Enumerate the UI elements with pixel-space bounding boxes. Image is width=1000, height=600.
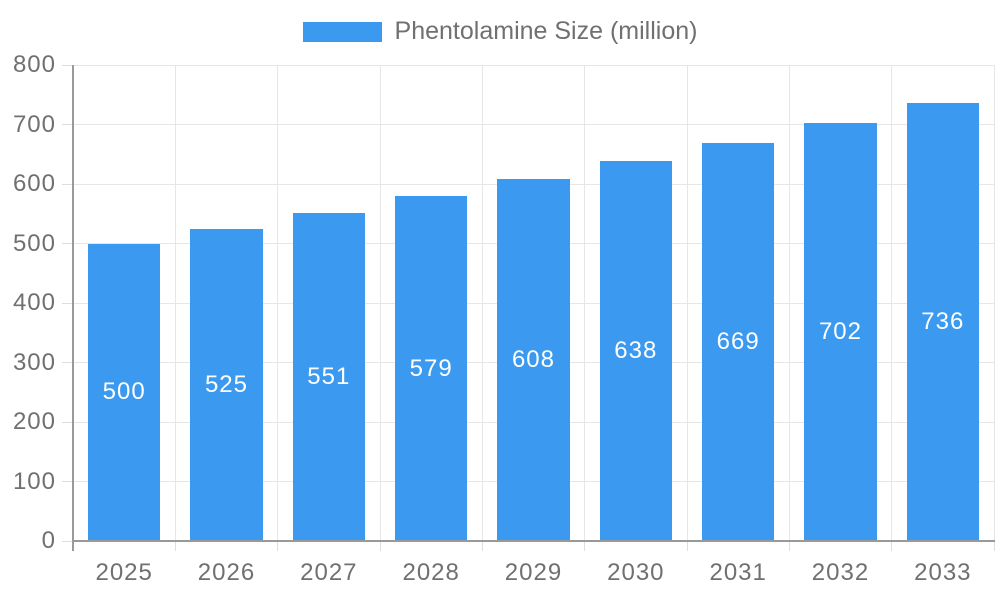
x-axis-tick-label: 2025: [95, 559, 153, 586]
h-gridline: [73, 124, 994, 125]
legend-swatch: [302, 21, 382, 42]
bar[interactable]: [394, 196, 468, 541]
bar[interactable]: [599, 161, 673, 541]
y-axis-tick-label: 700: [12, 110, 56, 138]
v-gridline: [584, 65, 586, 541]
y-axis-tick: [62, 183, 72, 185]
bar-value-label: 702: [818, 318, 862, 346]
bar-value-label: 608: [511, 346, 555, 374]
bar[interactable]: [906, 103, 980, 541]
x-axis-tick-label: 2027: [300, 559, 358, 586]
x-axis-tick: [379, 541, 381, 551]
y-axis-tick-label: 300: [12, 348, 56, 376]
y-axis-tick-label: 500: [12, 229, 56, 257]
x-axis-tick: [174, 541, 176, 551]
bar[interactable]: [701, 142, 775, 541]
y-axis-tick: [62, 540, 72, 542]
x-axis-tick-label: 2032: [811, 559, 870, 586]
y-axis-tick-label: 600: [12, 170, 56, 197]
y-axis-tick-label: 100: [12, 467, 56, 495]
x-axis-tick-label: 2031: [709, 559, 767, 586]
x-axis-tick: [584, 541, 586, 551]
bar[interactable]: [292, 213, 366, 541]
x-axis-tick: [277, 541, 279, 551]
bar-value-label: 736: [921, 308, 965, 336]
x-axis-tick: [788, 541, 790, 551]
v-gridline: [788, 65, 790, 541]
y-axis-line: [71, 65, 74, 551]
bar-value-label: 638: [614, 337, 658, 365]
bar-value-label: 669: [716, 327, 760, 355]
x-axis-tick-label: 2026: [197, 559, 256, 586]
x-axis-tick-label: 2029: [504, 559, 563, 586]
x-axis-tick: [686, 541, 688, 551]
x-axis-tick: [891, 541, 893, 551]
y-axis-tick: [62, 362, 72, 363]
bar[interactable]: [497, 179, 570, 541]
v-gridline: [481, 65, 483, 541]
bar-value-label: 579: [409, 354, 453, 382]
v-gridline: [891, 65, 893, 541]
x-axis-tick-label: 2030: [607, 559, 665, 586]
bar[interactable]: [804, 123, 877, 541]
x-axis-line: [73, 540, 995, 542]
bar-value-label: 551: [307, 363, 351, 391]
y-axis-tick-label: 800: [12, 51, 56, 78]
x-axis-tick-label: 2028: [402, 559, 460, 586]
y-axis-tick: [62, 243, 72, 244]
y-axis-tick: [62, 124, 72, 125]
legend[interactable]: Phentolamine Size (million): [0, 17, 1000, 46]
bar[interactable]: [87, 243, 161, 541]
y-axis-tick-label: 400: [12, 289, 56, 316]
v-gridline: [379, 65, 381, 541]
legend-label: Phentolamine Size (million): [394, 17, 698, 45]
y-axis-tick: [62, 302, 72, 304]
y-axis-tick-label: 0: [41, 527, 56, 554]
v-gridline: [993, 65, 995, 541]
v-gridline: [174, 65, 176, 541]
bar[interactable]: [190, 228, 263, 541]
h-gridline: [73, 64, 994, 66]
y-axis-tick: [62, 64, 72, 66]
x-axis-tick: [481, 541, 483, 551]
y-axis-tick-label: 200: [12, 408, 56, 435]
v-gridline: [277, 65, 279, 541]
v-gridline: [686, 65, 688, 541]
bar-value-label: 500: [102, 378, 146, 406]
y-axis-tick: [62, 421, 72, 423]
x-axis-tick: [993, 541, 995, 551]
y-axis-tick: [62, 481, 72, 482]
bar-value-label: 525: [204, 370, 248, 398]
x-axis-tick-label: 2033: [914, 559, 972, 586]
